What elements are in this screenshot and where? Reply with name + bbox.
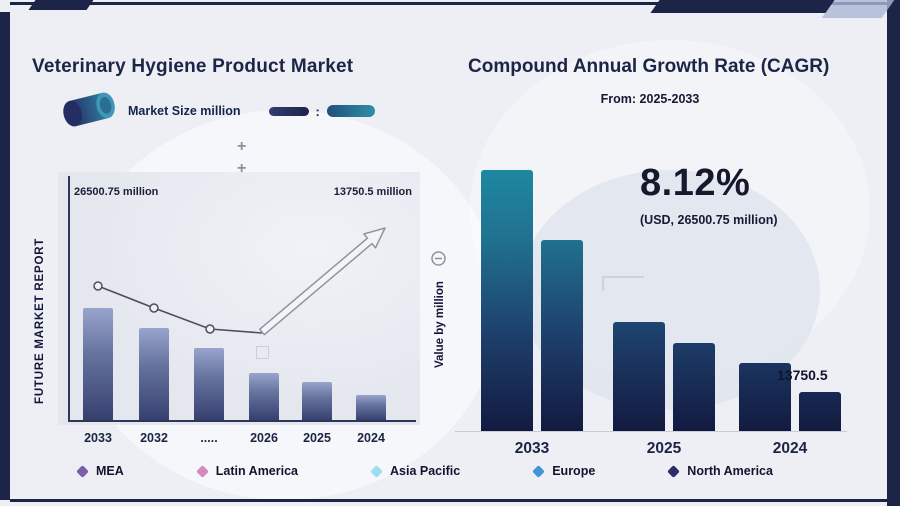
frame-edge-bottom — [10, 499, 887, 502]
legend-diamond-icon — [667, 464, 681, 478]
decor-square — [256, 346, 269, 359]
cylinder-icon — [62, 89, 120, 134]
decor-step-line — [602, 276, 644, 291]
market-bar — [139, 328, 169, 420]
trend-arrow — [93, 227, 386, 336]
market-x-label: 2025 — [303, 431, 331, 445]
market-bar — [356, 394, 386, 420]
frame-edge-left — [0, 12, 10, 500]
plus-icon: + — [237, 138, 247, 155]
cagr-value: 8.12% — [640, 162, 751, 204]
cagr-x-label: 2025 — [646, 440, 682, 457]
legend-label: Asia Pacific — [390, 464, 461, 478]
legend-label: Latin America — [215, 464, 298, 478]
legend-diamond-icon — [76, 464, 89, 478]
market-bar — [83, 308, 113, 420]
decor-slant-top-right — [650, 0, 835, 13]
left-y-axis-label: FUTURE MARKET REPORT — [34, 237, 46, 404]
bar-value-label: 13750.5 — [777, 367, 828, 383]
scale-separator: : — [315, 103, 320, 119]
plus-icon: + — [237, 160, 247, 177]
decor-slant-top-left — [28, 0, 94, 10]
legend-item-north-america: North America — [667, 464, 773, 478]
cagr-x-label: 2033 — [514, 440, 550, 457]
market-size-chart: 26500.75 million 13750.5 million 2033 203… — [58, 172, 420, 445]
legend-item-asia-pacific: Asia Pacific — [370, 464, 461, 478]
cagr-title: Compound Annual Growth Rate (CAGR) — [468, 56, 830, 77]
y-axis-line — [68, 176, 70, 422]
market-size-label: Market Size million — [128, 104, 241, 118]
cagr-bar — [613, 322, 665, 431]
baseline — [455, 431, 847, 432]
cagr-x-label: 2024 — [772, 440, 808, 457]
cagr-bar — [673, 343, 715, 431]
region-legend: MEA Latin America Asia Pacific Europe North … — [76, 464, 773, 478]
cagr-caption: (USD, 26500.75 million) — [640, 213, 778, 227]
market-x-label: 2026 — [250, 431, 278, 445]
market-x-label: 2033 — [84, 431, 112, 445]
legend-diamond-icon — [195, 464, 209, 478]
cagr-bars: 2033 2025 2024 — [455, 155, 847, 457]
legend-diamond-icon — [532, 464, 546, 478]
cagr-subtitle: From: 2025-2033 — [600, 92, 700, 106]
legend-label: MEA — [96, 464, 124, 478]
frame-edge-right — [887, 0, 900, 506]
legend-diamond-icon — [370, 464, 383, 478]
x-axis-line — [68, 420, 416, 422]
cagr-bar — [481, 170, 533, 431]
market-x-label: ..... — [200, 431, 218, 445]
cagr-chart: 2033 2025 2024 13750.5 — [455, 155, 847, 457]
market-bar — [194, 347, 224, 420]
scale-pill-navy — [268, 106, 309, 116]
cagr-bar — [541, 240, 583, 431]
legend-item-latin-america: Latin America — [195, 464, 298, 478]
legend-label: North America — [687, 464, 773, 478]
legend-label: Europe — [552, 464, 596, 478]
right-y-axis-label: Value by million — [434, 281, 446, 368]
cagr-bar — [799, 392, 841, 431]
frame-edge-top — [10, 2, 887, 5]
cagr-bar — [739, 363, 791, 431]
minus-circle-icon — [430, 250, 447, 272]
annotation-max-value: 26500.75 million — [74, 186, 159, 198]
market-bars: 2033 2032..... 2026 2025 2024 — [58, 172, 420, 445]
market-bar — [302, 382, 332, 420]
market-size-legend: Market Size million : — [62, 90, 375, 132]
legend-item-mea: MEA — [76, 464, 124, 478]
market-x-label: 2032 — [140, 431, 168, 445]
legend-item-europe: Europe — [532, 464, 596, 478]
market-title: Veterinary Hygiene Product Market — [32, 56, 354, 77]
annotation-min-value: 13750.5 million — [333, 186, 412, 198]
market-x-label: 2024 — [357, 431, 385, 445]
market-bar — [249, 372, 279, 420]
scale-pill-teal — [326, 105, 375, 117]
